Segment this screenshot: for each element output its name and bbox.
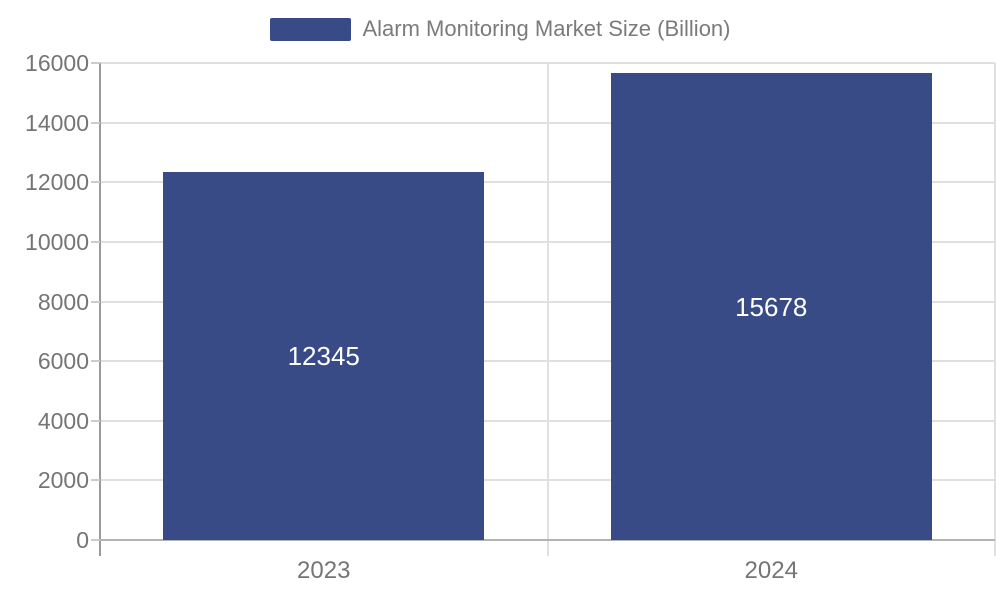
y-tick-label-16000: 16000 — [25, 50, 89, 76]
plot-area: 12345 15678 — [99, 62, 996, 556]
y-tick-mark-0 — [91, 539, 100, 541]
y-tick-label-0: 0 — [76, 527, 89, 553]
x-tick-label-2024: 2024 — [744, 557, 798, 584]
y-axis-line — [99, 63, 101, 556]
y-tick-mark-10000 — [91, 240, 100, 243]
y-tick-mark-2000 — [91, 479, 100, 482]
y-tick-mark-12000 — [91, 181, 100, 184]
y-axis-labels: 0 2000 4000 6000 8000 10000 12000 14000 16000 — [0, 50, 100, 556]
y-tick-mark-8000 — [91, 300, 100, 303]
bar-value-label-2024: 15678 — [735, 291, 808, 322]
y-tick-mark-4000 — [91, 419, 100, 422]
gridline-x-boundary-1 — [546, 63, 549, 556]
x-axis-labels: 2023 2024 — [100, 554, 995, 588]
legend-swatch-icon — [269, 17, 351, 41]
y-tick-label-4000: 4000 — [37, 407, 89, 434]
gridline-x-boundary-2 — [994, 63, 996, 556]
legend[interactable]: Alarm Monitoring Market Size (Billion) — [0, 15, 1000, 43]
y-tick-mark-14000 — [91, 121, 100, 124]
y-tick-label-10000: 10000 — [25, 228, 89, 255]
y-tick-label-14000: 14000 — [25, 109, 89, 136]
x-tick-label-2023: 2023 — [297, 557, 351, 584]
y-tick-mark-16000 — [91, 62, 100, 64]
x-axis-line — [100, 539, 995, 541]
legend-label: Alarm Monitoring Market Size (Billion) — [362, 16, 731, 41]
y-tick-label-8000: 8000 — [37, 288, 89, 315]
bar-2023[interactable] — [163, 172, 485, 540]
y-tick-label-12000: 12000 — [25, 169, 89, 196]
y-tick-mark-6000 — [91, 360, 100, 363]
y-tick-label-2000: 2000 — [37, 467, 89, 494]
bar-value-label-2023: 12345 — [287, 341, 360, 371]
bar-2024[interactable] — [610, 73, 932, 540]
y-tick-label-6000: 6000 — [37, 348, 89, 375]
